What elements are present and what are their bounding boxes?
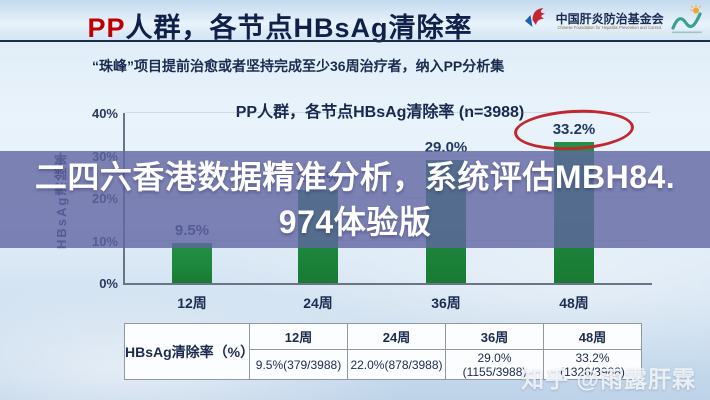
wave-sun-icon xyxy=(670,3,704,40)
foundation-name-block: 中国肝炎防治基金会 Chinese Foundation for Hepatit… xyxy=(553,13,666,31)
table-column-header: 36周 xyxy=(445,323,544,350)
gridline xyxy=(125,112,650,113)
header-band xyxy=(0,0,710,40)
foundation-logo: 中国肝炎防治基金会 Chinese Foundation for Hepatit… xyxy=(523,3,704,40)
x-axis-label: 48周 xyxy=(559,295,589,311)
overlay-banner-line2: 974体验版 xyxy=(278,203,432,240)
summary-table: HBsAg清除率（%） 12周 24周 36周 48周 9.5%(379/3988) 2… xyxy=(124,323,642,380)
y-axis-tick-label: 0% xyxy=(99,276,118,291)
table-cell-value: 33.2%(1326/3988) xyxy=(543,349,642,380)
bar-value-label: 33.2% xyxy=(552,120,596,138)
slide-subtitle: “珠峰”项目提前治愈或者坚持完成至少36周治疗者，纳入PP分析集 xyxy=(92,58,505,74)
watermark: 知乎 @雨露肝霖 xyxy=(521,366,696,392)
foundation-subtext: Chinese Foundation for Hepatitis Prevent… xyxy=(557,25,662,30)
page-title-prefix: PP xyxy=(87,13,126,43)
page-title: PP人群，各节点HBsAg清除率 xyxy=(40,6,520,45)
x-axis-label: 12周 xyxy=(177,295,207,311)
x-axis-label: 24周 xyxy=(303,295,333,311)
table-row-header: HBsAg清除率（%） xyxy=(124,323,254,380)
x-axis-label: 36周 xyxy=(431,295,461,311)
overlay-banner-line1: 二四六香港数据精准分析，系统评估MBH84. xyxy=(34,158,676,195)
table-column-header: 24周 xyxy=(347,323,446,350)
summary-table-wrap: HBsAg清除率（%） 12周 24周 36周 48周 9.5%(379/3988) 2… xyxy=(124,323,642,380)
hepatitis-foundation-icon xyxy=(523,5,549,38)
bar-1 xyxy=(172,242,212,283)
header-divider xyxy=(0,40,710,42)
table-cell-value: 9.5%(379/3988) xyxy=(249,349,348,380)
table-cell-value: 29.0%(1155/3988) xyxy=(445,349,544,380)
table-value-row: 9.5%(379/3988) 22.0%(878/3988) 29.0%(1155/… xyxy=(125,349,642,380)
overlay-banner: 二四六香港数据精准分析，系统评估MBH84. 974体验版 xyxy=(0,151,710,248)
foundation-name: 中国肝炎防治基金会 xyxy=(555,11,664,26)
chart-title: PP人群，各节点HBsAg清除率 (n=3988) xyxy=(235,104,525,121)
page-title-rest: 人群，各节点HBsAg清除率 xyxy=(125,13,473,43)
table-column-header: 48周 xyxy=(543,323,642,350)
table-cell-value: 22.0%(878/3988) xyxy=(347,349,446,380)
table-column-header: 12周 xyxy=(249,323,348,350)
table-header-row: HBsAg清除率（%） 12周 24周 36周 48周 xyxy=(124,323,642,380)
y-axis-tick-label: 40% xyxy=(91,106,118,121)
